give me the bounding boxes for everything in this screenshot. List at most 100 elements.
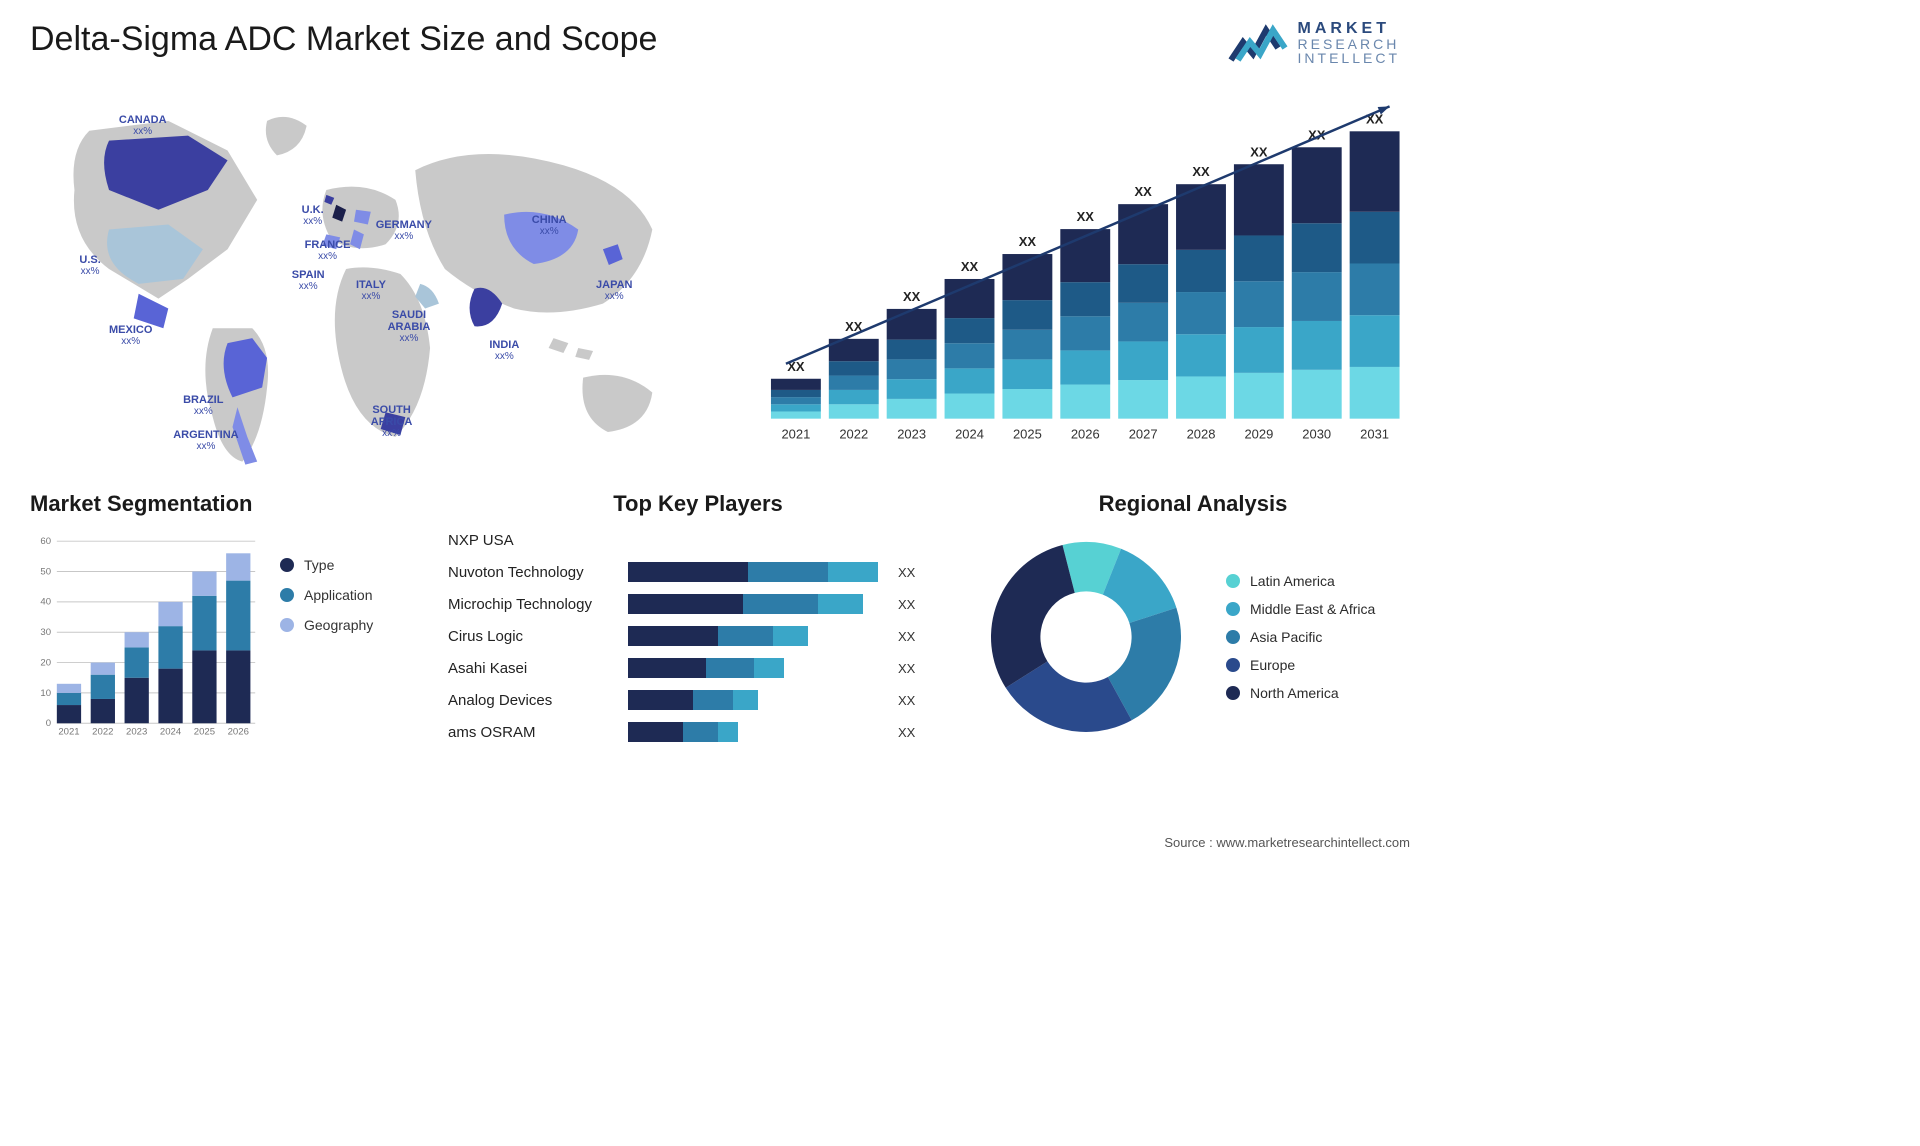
legend-label: Type: [304, 557, 334, 573]
svg-text:2024: 2024: [160, 727, 182, 738]
player-bar-segment: [743, 594, 818, 614]
player-bar-segment: [693, 690, 733, 710]
legend-swatch: [280, 588, 294, 602]
logo-icon: [1228, 20, 1288, 66]
map-label: INDIAxx%: [489, 339, 519, 362]
player-bar-segment: [683, 722, 718, 742]
map-label: JAPANxx%: [596, 279, 632, 302]
map-label: FRANCExx%: [305, 239, 351, 262]
map-label: SPAINxx%: [292, 269, 325, 292]
svg-text:2025: 2025: [194, 727, 215, 738]
legend-swatch: [1226, 602, 1240, 616]
player-bar-segment: [754, 658, 784, 678]
map-label: U.K.xx%: [302, 204, 324, 227]
map-label: SOUTHAFRICAxx%: [371, 404, 413, 439]
legend-item: North America: [1226, 685, 1375, 701]
player-row: Microchip Technology XX: [448, 591, 948, 617]
player-bar-segment: [773, 626, 808, 646]
player-name: Analog Devices: [448, 692, 628, 709]
player-value: XX: [898, 725, 915, 740]
regional-panel: Regional Analysis Latin AmericaMiddle Ea…: [976, 491, 1410, 771]
player-bar-segment: [733, 690, 758, 710]
logo-text-1: MARKET: [1298, 21, 1400, 37]
segmentation-panel: Market Segmentation 01020304050602021202…: [30, 491, 420, 771]
player-bar-segment: [718, 626, 773, 646]
legend-label: Application: [304, 587, 373, 603]
legend-swatch: [280, 618, 294, 632]
map-label: CANADAxx%: [119, 114, 167, 137]
legend-item: Type: [280, 557, 373, 573]
map-label: SAUDIARABIAxx%: [388, 309, 431, 344]
legend-swatch: [1226, 686, 1240, 700]
forecast-chart-panel: XX2021XX2022XX2023XX2024XX2025XX2026XX20…: [751, 69, 1410, 469]
legend-item: Asia Pacific: [1226, 629, 1375, 645]
source-text: Source : www.marketresearchintellect.com: [1164, 835, 1410, 850]
svg-text:30: 30: [40, 627, 51, 638]
svg-text:2027: 2027: [1129, 427, 1158, 442]
player-value: XX: [898, 693, 915, 708]
player-bar-segment: [628, 722, 683, 742]
player-bar-segment: [628, 626, 718, 646]
player-name: Cirus Logic: [448, 628, 628, 645]
key-players-panel: Top Key Players NXP USANuvoton Technolog…: [448, 491, 948, 771]
player-value: XX: [898, 597, 915, 612]
legend-label: North America: [1250, 685, 1339, 701]
player-row: ams OSRAMXX: [448, 719, 948, 745]
player-row: Nuvoton TechnologyXX: [448, 559, 948, 585]
player-bar: [628, 658, 888, 678]
svg-text:60: 60: [40, 536, 51, 547]
map-label: ARGENTINAxx%: [173, 429, 238, 452]
svg-text:2022: 2022: [840, 427, 869, 442]
segmentation-legend: Type Application Geography: [280, 527, 373, 771]
svg-text:20: 20: [40, 657, 51, 668]
legend-item: Middle East & Africa: [1226, 601, 1375, 617]
brand-logo: MARKET RESEARCH INTELLECT: [1228, 20, 1400, 66]
map-label: ITALYxx%: [356, 279, 386, 302]
player-bar-segment: [628, 690, 693, 710]
legend-label: Middle East & Africa: [1250, 601, 1375, 617]
legend-swatch: [280, 558, 294, 572]
player-name: NXP USA: [448, 532, 628, 549]
logo-text-3: INTELLECT: [1298, 51, 1400, 65]
legend-label: Europe: [1250, 657, 1295, 673]
svg-text:2031: 2031: [1361, 427, 1390, 442]
svg-text:2021: 2021: [58, 727, 79, 738]
svg-text:XX: XX: [1077, 209, 1095, 224]
player-bar-segment: [628, 594, 743, 614]
logo-text-2: RESEARCH: [1298, 37, 1400, 51]
key-players-list: NXP USA Nuvoton TechnologyXX Microchip Tec…: [448, 527, 948, 745]
legend-label: Asia Pacific: [1250, 629, 1322, 645]
svg-text:50: 50: [40, 566, 51, 577]
player-name: Microchip Technology: [448, 596, 628, 613]
map-label: MEXICOxx%: [109, 324, 152, 347]
player-bar-segment: [718, 722, 738, 742]
svg-text:2021: 2021: [782, 427, 811, 442]
world-map-panel: CANADAxx%U.S.xx%MEXICOxx%BRAZILxx%ARGENT…: [30, 69, 721, 469]
svg-text:XX: XX: [961, 259, 979, 274]
svg-text:2024: 2024: [956, 427, 985, 442]
forecast-chart: XX2021XX2022XX2023XX2024XX2025XX2026XX20…: [751, 69, 1410, 469]
svg-text:2023: 2023: [898, 427, 927, 442]
player-bar-segment: [828, 562, 878, 582]
svg-text:2025: 2025: [1013, 427, 1042, 442]
svg-text:XX: XX: [903, 289, 921, 304]
svg-text:2029: 2029: [1245, 427, 1274, 442]
legend-item: Europe: [1226, 657, 1375, 673]
svg-text:2023: 2023: [126, 727, 147, 738]
legend-swatch: [1226, 630, 1240, 644]
player-name: Asahi Kasei: [448, 660, 628, 677]
player-row: Cirus LogicXX: [448, 623, 948, 649]
regional-legend: Latin AmericaMiddle East & AfricaAsia Pa…: [1226, 573, 1375, 701]
svg-text:XX: XX: [1193, 164, 1211, 179]
legend-label: Geography: [304, 617, 373, 633]
legend-swatch: [1226, 658, 1240, 672]
svg-text:XX: XX: [1135, 184, 1153, 199]
player-bar: [628, 562, 888, 582]
player-bar-segment: [628, 562, 748, 582]
svg-text:XX: XX: [1019, 234, 1037, 249]
player-row: Asahi KaseiXX: [448, 655, 948, 681]
player-bar: [628, 626, 888, 646]
player-bar: [628, 594, 888, 614]
player-row: Analog Devices XX: [448, 687, 948, 713]
svg-text:2026: 2026: [228, 727, 249, 738]
